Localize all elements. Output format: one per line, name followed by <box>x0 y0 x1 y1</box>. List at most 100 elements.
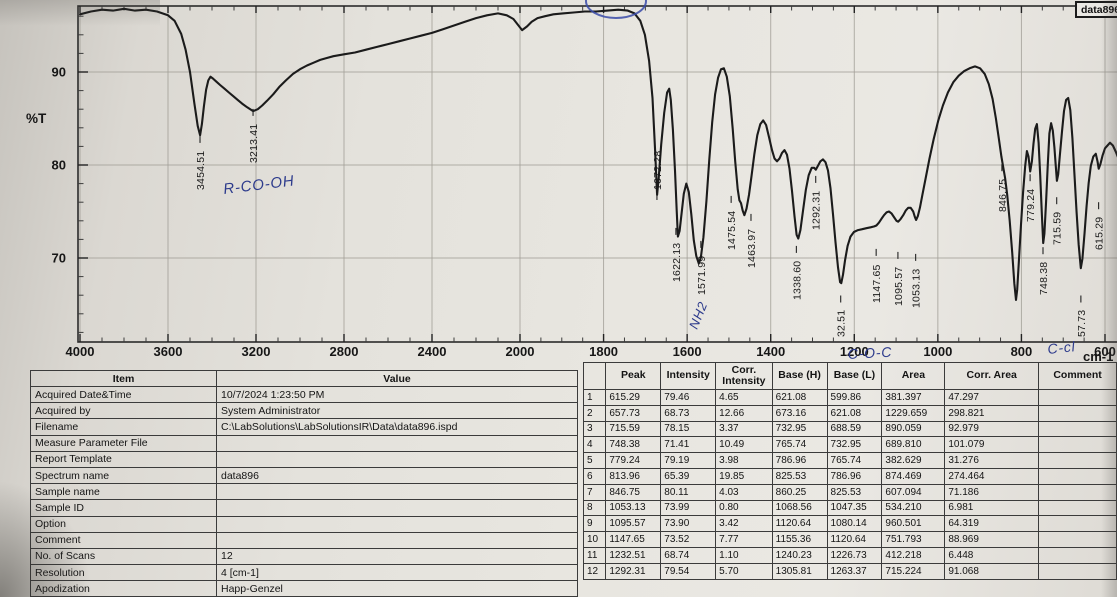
table-row: Option <box>30 515 578 533</box>
row-number-cell: 6 <box>582 467 607 485</box>
peak-cell: 1147.65 <box>605 531 662 548</box>
value-cell: 4 [cm-1] <box>216 564 578 582</box>
table-row: Acquired by System Administrator <box>30 402 578 420</box>
item-cell: Resolution <box>30 564 217 582</box>
item-cell: Sample name <box>30 483 217 501</box>
item-cell: Filename <box>30 418 217 436</box>
table-row: 12 1292.31 79.54 5.70 1305.81 1263.37 715.224 9… <box>582 562 1117 580</box>
corr-area-cell: 298.821 <box>944 404 1040 422</box>
base-l-cell: 1263.37 <box>826 562 883 580</box>
comment-cell <box>1038 562 1117 580</box>
peak-label: 846.75 <box>997 179 1009 212</box>
peak-cell: 846.75 <box>605 483 662 501</box>
value-cell: Happ-Genzel <box>216 580 578 597</box>
peak-label: 3454.51 <box>195 151 207 190</box>
x-tick-label: 1400 <box>756 344 785 359</box>
base-l-cell: 1080.14 <box>826 515 883 533</box>
column-header <box>582 362 607 390</box>
peak-label: 615.29 <box>1094 217 1106 250</box>
handwriting-layer: R-CO-OH NH2 C-O-C C-cl <box>222 172 1076 362</box>
peak-cell: 779.24 <box>605 452 662 469</box>
value-cell <box>216 483 578 501</box>
table-row: Acquired Date&Time 10/7/2024 1:23:50 PM <box>30 385 578 404</box>
row-number-cell: 5 <box>582 452 607 469</box>
peak-label: 779.24 <box>1025 189 1037 222</box>
table-row: Measure Parameter File <box>30 434 578 452</box>
base-l-cell: 825.53 <box>826 483 883 501</box>
comment-cell <box>1038 420 1117 438</box>
item-cell: Measure Parameter File <box>30 434 217 452</box>
intensity-cell: 65.39 <box>660 467 717 485</box>
base-l-cell: 732.95 <box>826 436 883 454</box>
base-h-cell: 1120.64 <box>771 515 828 533</box>
table-row: Filename C:\LabSolutions\LabSolutionsIR\D… <box>30 418 578 436</box>
base-l-cell: 621.08 <box>826 404 883 422</box>
item-cell: Comment <box>30 531 217 549</box>
peak-label: 1622.13 <box>671 243 683 282</box>
handwritten-annotation: C-O-C <box>847 344 892 362</box>
intensity-cell: 79.54 <box>660 562 717 580</box>
table-row: Sample ID <box>30 499 578 517</box>
item-cell: Apodization <box>30 580 217 597</box>
table-row: 3 715.59 78.15 3.37 732.95 688.59 890.059 92.97… <box>582 420 1117 438</box>
comment-cell <box>1038 515 1117 533</box>
intensity-cell: 78.15 <box>660 420 717 438</box>
peak-label: 748.38 <box>1038 262 1050 295</box>
area-cell: 534.210 <box>881 499 946 517</box>
corr-intensity-cell: 19.85 <box>715 467 773 485</box>
corr-intensity-cell: 5.70 <box>715 562 773 580</box>
table-row: 11 1232.51 68.74 1.10 1240.23 1226.73 412.218 6… <box>582 546 1117 564</box>
header-row: Peak Intensity Corr. Intensity Base (H) Base… <box>582 362 1117 390</box>
base-l-cell: 1120.64 <box>826 531 883 548</box>
base-h-cell: 765.74 <box>771 436 828 454</box>
comment-cell <box>1038 436 1117 454</box>
x-tick-label: 1200 <box>840 344 869 359</box>
row-number-cell: 9 <box>582 515 607 533</box>
comment-cell <box>1038 499 1117 517</box>
area-cell: 960.501 <box>881 515 946 533</box>
info-table-head: Item Value <box>30 370 578 387</box>
area-cell: 689.810 <box>881 436 946 454</box>
plot-frame <box>77 5 1117 343</box>
peak-cell: 657.73 <box>605 404 662 422</box>
peak-label: 715.59 <box>1052 212 1064 245</box>
intensity-cell: 79.46 <box>660 389 717 406</box>
corr-intensity-cell: 3.37 <box>715 420 773 438</box>
base-l-cell: 786.96 <box>826 467 883 485</box>
corr-intensity-cell: 0.80 <box>715 499 773 517</box>
peak-label-layer: 3454.51 3213.41 1672.28 1622.13 1571.99 1475.… <box>195 108 1106 337</box>
intensity-cell: 68.74 <box>660 546 717 564</box>
table-row: Comment <box>30 531 578 549</box>
column-header: Intensity <box>660 362 717 390</box>
area-cell: 1229.659 <box>881 404 946 422</box>
area-cell: 890.059 <box>881 420 946 438</box>
table-row: 9 1095.57 73.90 3.42 1120.64 1080.14 960.501 64… <box>582 515 1117 533</box>
corr-area-cell: 6.448 <box>944 546 1040 564</box>
peak-data-table: Peak Intensity Corr. Intensity Base (H) Base… <box>582 362 1117 580</box>
base-h-cell: 1240.23 <box>771 546 828 564</box>
area-cell: 874.469 <box>881 467 946 485</box>
row-number-cell: 10 <box>582 531 607 548</box>
corr-intensity-cell: 7.77 <box>715 531 773 548</box>
item-cell: Acquired Date&Time <box>30 385 217 404</box>
acquisition-info-table: Item Value Acquired Date&Time 10/7/2024 1:… <box>30 370 578 597</box>
corr-area-cell: 91.068 <box>944 562 1040 580</box>
table-row: 6 813.96 65.39 19.85 825.53 786.96 874.469 274.… <box>582 467 1117 485</box>
peak-label: 1672.28 <box>652 151 664 190</box>
base-h-cell: 1305.81 <box>771 562 828 580</box>
intensity-cell: 73.52 <box>660 531 717 548</box>
row-number-cell: 1 <box>582 389 607 406</box>
corr-intensity-cell: 4.03 <box>715 483 773 501</box>
intensity-cell: 73.90 <box>660 515 717 533</box>
corr-intensity-cell: 3.98 <box>715 452 773 469</box>
peak-cell: 1095.57 <box>605 515 662 533</box>
value-cell: 12 <box>216 547 578 566</box>
peak-label: 1095.57 <box>893 267 905 306</box>
peak-label: 1475.54 <box>726 211 738 250</box>
value-cell <box>216 515 578 533</box>
pen-circle-mark <box>585 0 647 19</box>
area-cell: 381.397 <box>881 389 946 406</box>
base-l-cell: 688.59 <box>826 420 883 438</box>
peak-label: 57.73 <box>1076 310 1088 337</box>
